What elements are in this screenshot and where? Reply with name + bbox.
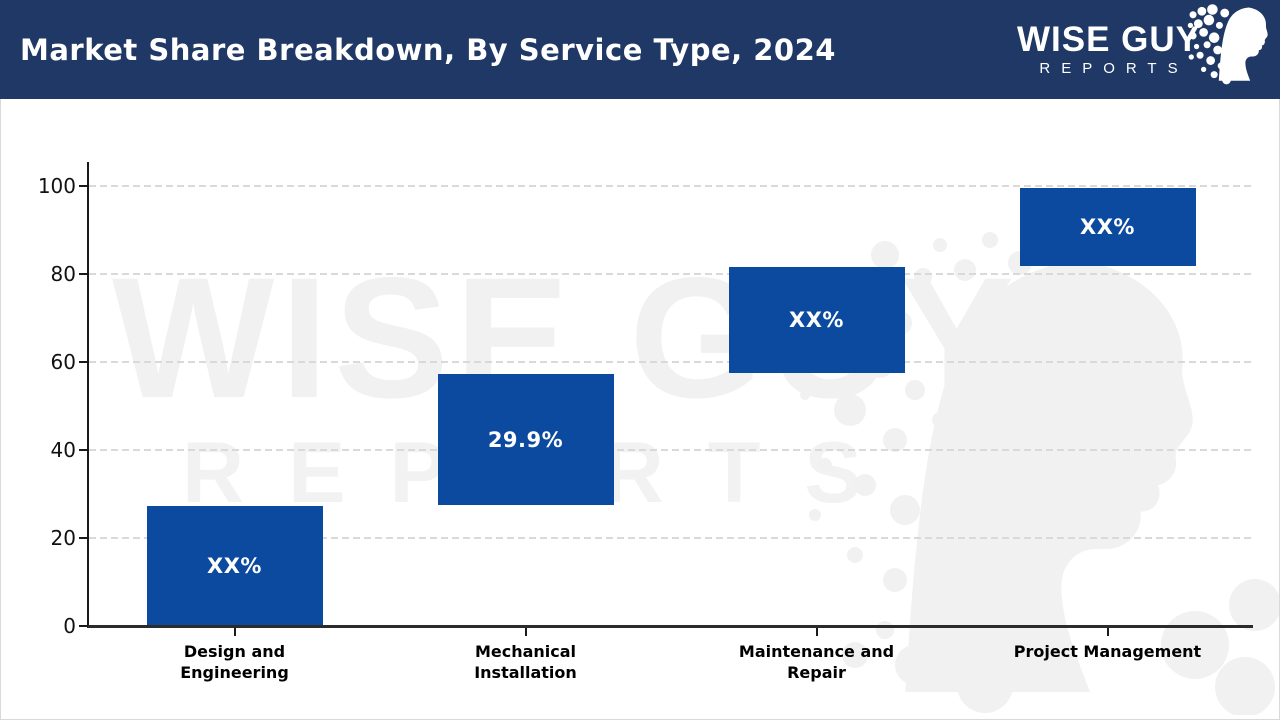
y-tick-label-80: 80 [50, 261, 76, 286]
bar-4: XX% [1019, 187, 1196, 267]
x-tick-mark-1 [233, 628, 236, 636]
y-tick-label-0: 0 [63, 613, 76, 638]
bar-value-label-3: XX% [789, 308, 844, 333]
bar-value-label-2: 29.9% [487, 427, 564, 452]
chart-title: Market Share Breakdown, By Service Type,… [20, 32, 836, 67]
gridline-y-40 [89, 448, 1253, 451]
bar-3: XX% [728, 266, 905, 374]
y-tick-mark-100 [79, 184, 88, 187]
gridline-y-100 [89, 184, 1253, 187]
gridline-y-20 [89, 536, 1253, 539]
category-label-1: Design and Engineering [180, 642, 289, 682]
y-tick-label-40: 40 [50, 437, 76, 462]
y-tick-mark-60 [79, 360, 88, 363]
bar-value-label-1: XX% [207, 553, 262, 578]
y-tick-mark-80 [79, 272, 88, 275]
bar-2: 29.9% [437, 373, 614, 506]
y-tick-label-100: 100 [37, 173, 76, 198]
x-axis-spine [87, 625, 1253, 628]
y-tick-label-20: 20 [50, 525, 76, 550]
x-tick-mark-3 [815, 628, 818, 636]
category-label-3: Maintenance and Repair [738, 642, 895, 682]
header-bar: Market Share Breakdown, By Service Type,… [0, 0, 1280, 99]
y-tick-label-60: 60 [50, 349, 76, 374]
logo-text: WISE GUY REPORTS [1016, 20, 1200, 78]
logo-wiseguy-label: WISE GUY [1016, 20, 1200, 59]
gridline-y-60 [89, 360, 1253, 363]
x-tick-mark-4 [1106, 628, 1109, 636]
logo-reports-label: REPORTS [1039, 60, 1189, 77]
category-label-4: Project Management [1013, 642, 1202, 661]
x-tick-mark-2 [524, 628, 527, 636]
gridline-y-80 [89, 272, 1253, 275]
category-label-2: Mechanical Installation [474, 642, 577, 682]
y-tick-mark-0 [79, 624, 88, 627]
y-tick-mark-40 [79, 448, 88, 451]
y-tick-mark-20 [79, 536, 88, 539]
bar-value-label-4: XX% [1080, 215, 1135, 240]
y-axis-spine [87, 162, 89, 628]
wiseguy-logo: WISE GUY REPORTS [1016, 3, 1274, 96]
bar-1: XX% [146, 505, 323, 626]
logo-face-dots-icon [1187, 3, 1268, 84]
